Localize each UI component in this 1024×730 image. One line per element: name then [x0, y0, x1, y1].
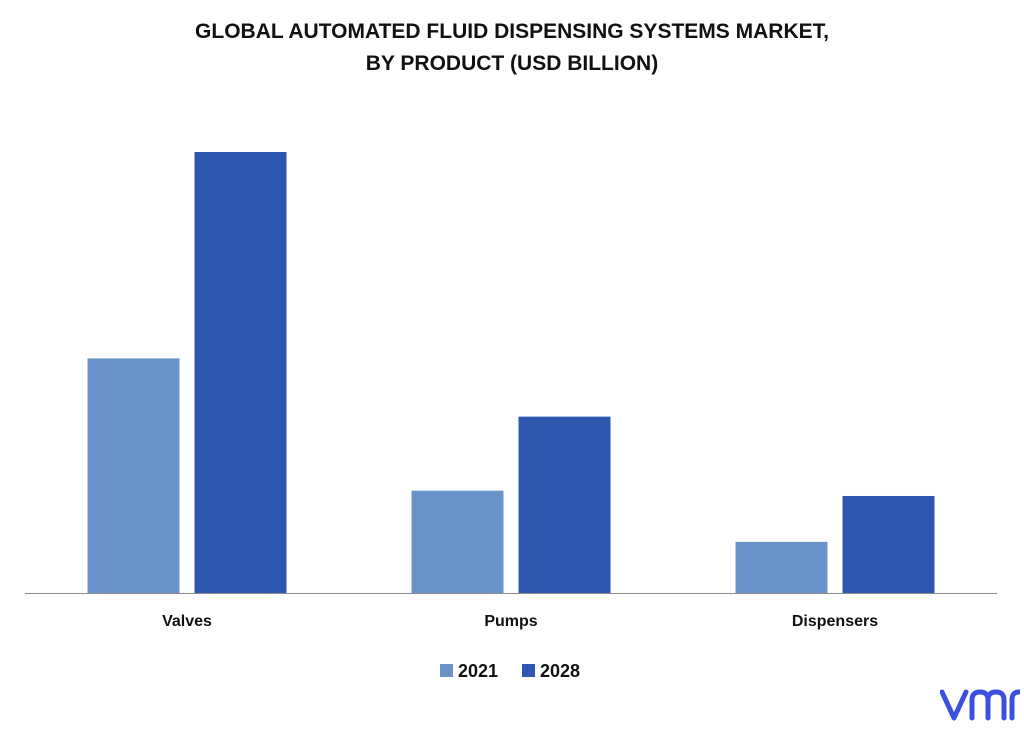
bar-pumps-2021	[411, 490, 504, 593]
bar-dispensers-2028	[842, 495, 935, 593]
bar-valves-2021	[87, 358, 180, 593]
bar-pumps-2028	[518, 416, 611, 593]
category-label-valves: Valves	[162, 613, 212, 630]
legend: 2021 2028	[440, 661, 580, 681]
bars-group	[87, 152, 935, 593]
legend-label-2028: 2028	[540, 661, 580, 681]
legend-swatch-2021	[440, 664, 453, 677]
bar-valves-2028	[194, 152, 287, 593]
legend-label-2021: 2021	[458, 661, 498, 681]
vmr-logo	[940, 689, 1020, 721]
category-labels: Valves Pumps Dispensers	[162, 613, 878, 630]
chart-title-line-1: GLOBAL AUTOMATED FLUID DISPENSING SYSTEM…	[195, 20, 829, 43]
legend-swatch-2028	[522, 664, 535, 677]
category-label-pumps: Pumps	[484, 613, 537, 630]
bar-dispensers-2021	[735, 541, 828, 593]
category-label-dispensers: Dispensers	[792, 613, 878, 630]
chart-title-line-2: BY PRODUCT (USD BILLION)	[365, 52, 659, 75]
chart-title: GLOBAL AUTOMATED FLUID DISPENSING SYSTEM…	[0, 16, 1024, 80]
